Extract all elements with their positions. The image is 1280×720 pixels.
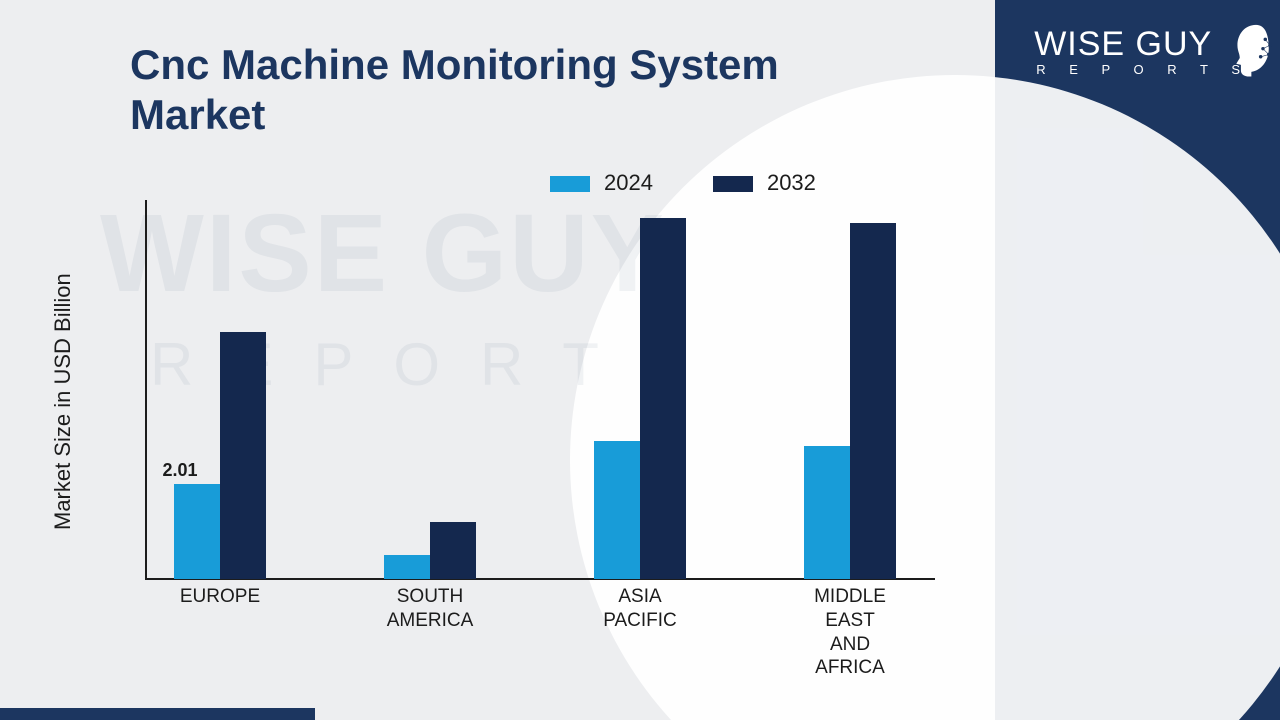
brand-logo-main: WISE GUY [1034,25,1250,64]
bar-2032 [430,522,476,579]
legend-label-2024: 2024 [604,170,653,195]
bar-2024 [384,555,430,579]
bar-2032 [220,332,266,579]
x-tick-label: EUROPE [150,585,290,609]
bar-2024 [594,441,640,579]
footer-accent [0,708,315,720]
y-axis [145,200,147,580]
legend-item-2032: 2032 [713,170,816,196]
legend-label-2032: 2032 [767,170,816,195]
chart-canvas: WISE GUY REPORTS Cnc Machine Monitoring … [0,0,1280,720]
bar-2024 [804,446,850,579]
x-tick-label: MIDDLEEASTANDAFRICA [780,585,920,680]
brand-logo: WISE GUY R E P O R T S [1034,25,1250,77]
chart-title: Cnc Machine Monitoring System Market [130,40,850,141]
x-tick-label: ASIAPACIFIC [570,585,710,633]
legend-swatch-2024 [550,176,590,192]
x-tick-label: SOUTHAMERICA [360,585,500,633]
legend: 2024 2032 [550,170,816,196]
bar-2032 [640,218,686,579]
legend-item-2024: 2024 [550,170,653,196]
bar-2024 [174,484,220,579]
plot-area: 2.01EUROPESOUTHAMERICAASIAPACIFICMIDDLEE… [145,200,935,580]
brand-logo-sub: R E P O R T S [1036,62,1250,77]
y-axis-label: Market Size in USD Billion [50,273,76,530]
bar-value-label: 2.01 [150,460,210,481]
legend-swatch-2032 [713,176,753,192]
bar-2032 [850,223,896,579]
